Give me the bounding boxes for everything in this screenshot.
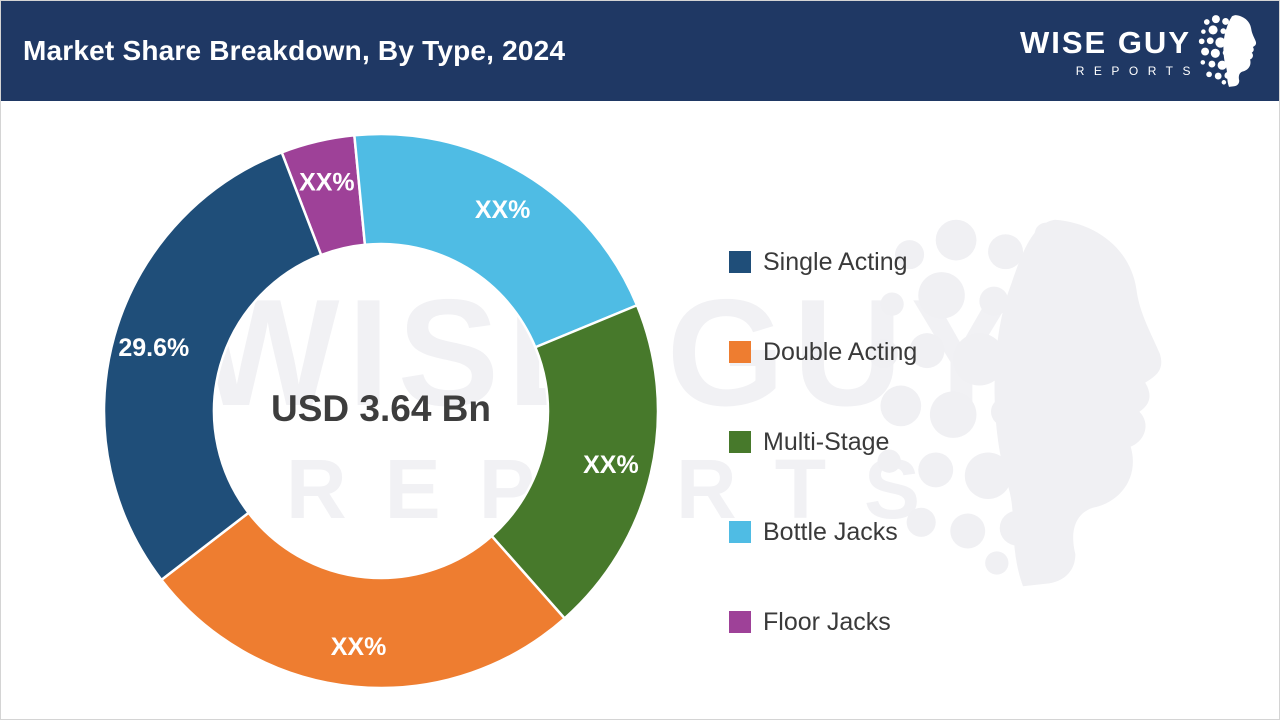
logo-subtext: REPORTS [1075, 63, 1200, 78]
donut-segment-double-acting[interactable] [159, 511, 567, 690]
donut-segment-single-acting[interactable] [102, 150, 323, 582]
legend-label: Multi-Stage [763, 427, 890, 456]
legend-swatch-multi-stage [729, 431, 751, 453]
legend-item-multi-stage[interactable]: Multi-Stage [729, 428, 917, 456]
header: Market Share Breakdown, By Type, 2024 WI… [1, 1, 1279, 101]
legend-swatch-floor-jacks [729, 611, 751, 633]
donut-segment-multi-stage[interactable] [489, 303, 660, 621]
page-title: Market Share Breakdown, By Type, 2024 [23, 35, 566, 66]
slice-percat-label: XX% [331, 633, 387, 661]
slice-percat-label: XX% [583, 451, 639, 479]
legend-label: Floor Jacks [763, 607, 891, 636]
slice-percat-label: 29.6% [118, 334, 189, 362]
watermark-face-icon [868, 219, 1162, 587]
donut-center-value: USD 3.64 Bn [270, 388, 492, 429]
legend-label: Bottle Jacks [763, 517, 898, 546]
face-logo-icon [1198, 15, 1257, 87]
legend-label: Single Acting [763, 247, 908, 276]
legend-swatch-bottle-jacks [729, 521, 751, 543]
legend-item-double-acting[interactable]: Double Acting [729, 338, 917, 366]
legend-label: Double Acting [763, 337, 918, 366]
legend: Single Acting Double Acting Multi-Stage … [729, 248, 917, 698]
slice-percat-label: XX% [299, 168, 355, 196]
legend-item-floor-jacks[interactable]: Floor Jacks [729, 608, 917, 636]
slice-percat-label: XX% [475, 196, 531, 224]
wise-guy-logo: WISE GUY REPORTS [1020, 14, 1261, 88]
donut-chart: XX% XX% XX% XX% 29.6% [102, 132, 660, 690]
legend-swatch-single-acting [729, 251, 751, 273]
legend-item-bottle-jacks[interactable]: Bottle Jacks [729, 518, 917, 546]
legend-swatch-double-acting [729, 341, 751, 363]
donut-segment-bottle-jacks[interactable] [352, 132, 639, 349]
legend-item-single-acting[interactable]: Single Acting [729, 248, 917, 276]
logo-wordmark: WISE GUY [1019, 24, 1191, 60]
chart-area: WISE GUY REPORTS XX%XX%XX%XX%29.6% USD 3… [1, 101, 1279, 719]
